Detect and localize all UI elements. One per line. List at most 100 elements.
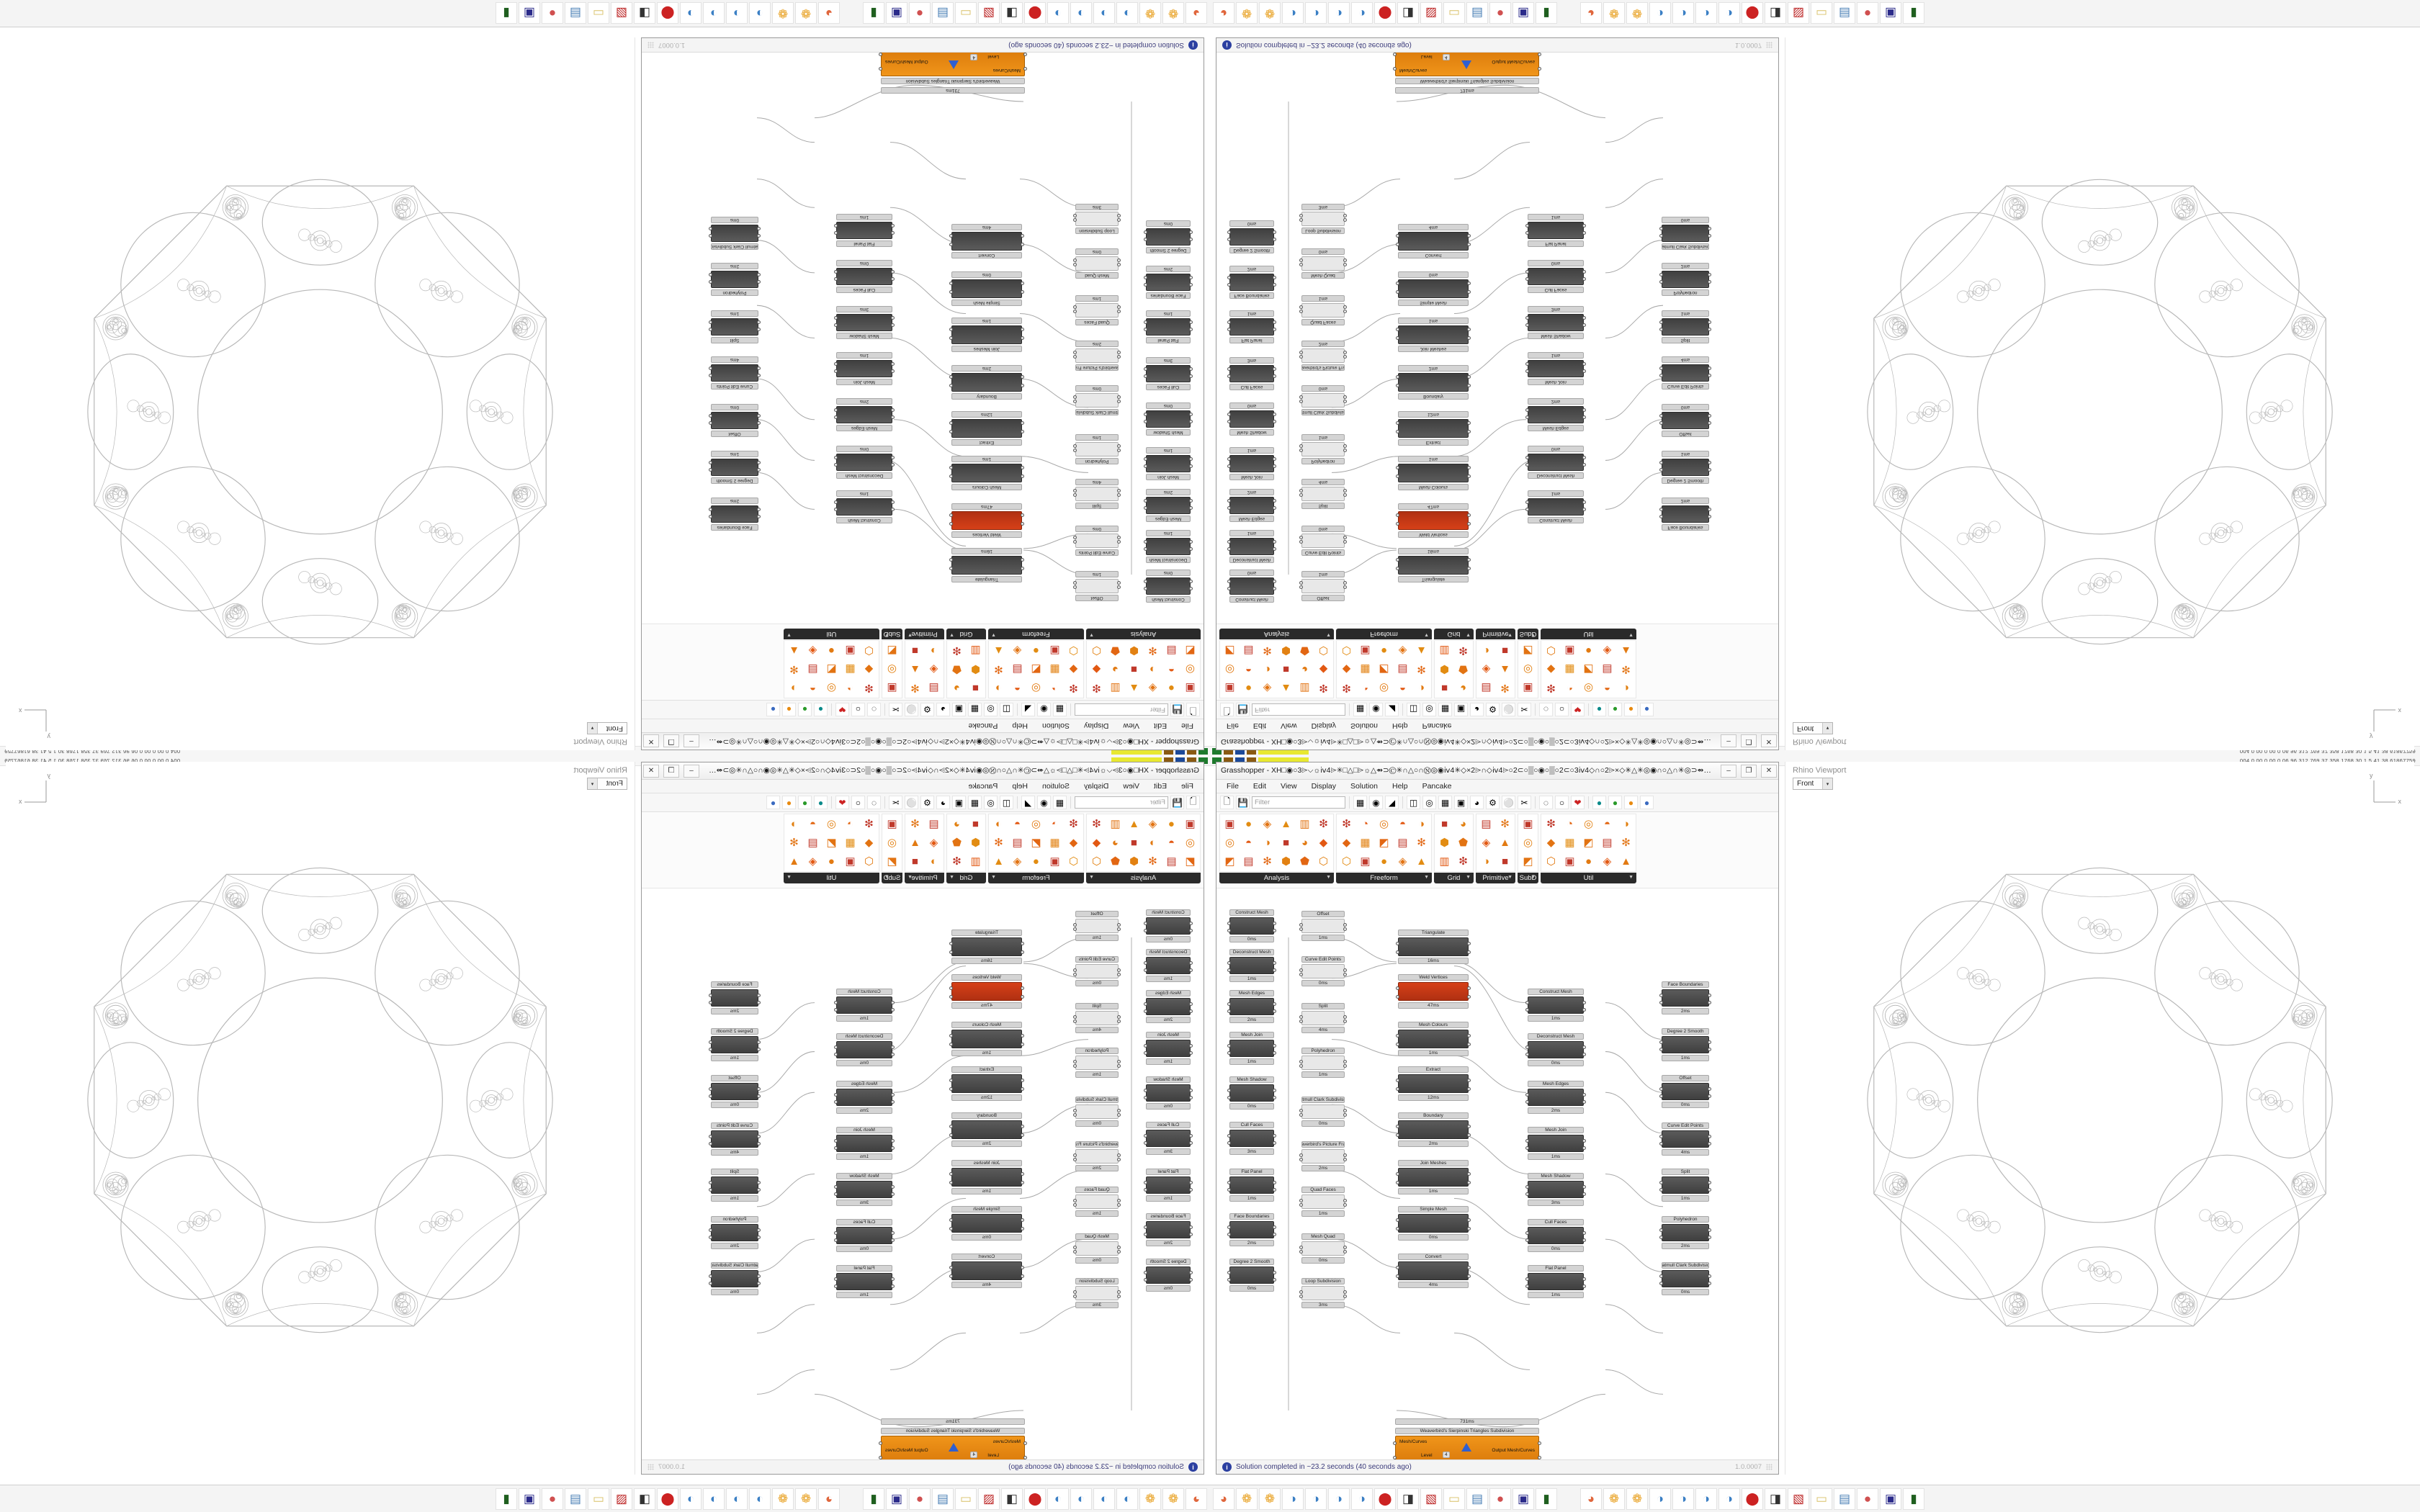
gh-component[interactable]: Flat Panel 1ms [1227, 1169, 1276, 1202]
gh-component[interactable]: Deconstruct Mesh 0ms [834, 446, 895, 479]
output-port[interactable] [834, 1001, 838, 1004]
component-icon[interactable]: ▦ [1046, 660, 1064, 678]
component-body[interactable] [1146, 455, 1191, 472]
scissors-icon[interactable]: ✂ [1518, 796, 1531, 809]
component-icon[interactable]: ◎ [1027, 815, 1045, 833]
taskbar-folder-icon[interactable]: ▭ [1443, 2, 1465, 24]
output-port[interactable] [1343, 351, 1347, 354]
profiler-icon[interactable]: ▣ [952, 703, 966, 716]
gh-component[interactable]: Cull Faces 0ms [834, 260, 895, 293]
output-port[interactable] [1343, 395, 1347, 399]
component-icon[interactable]: ◈ [1598, 852, 1616, 870]
taskbar-rhino-icon[interactable]: ❁ [1162, 1488, 1184, 1510]
cluster-icon[interactable]: ▦ [1438, 796, 1452, 809]
taskbar-palette-icon[interactable]: ◑ [1649, 1488, 1671, 1510]
window-titlebar[interactable]: Grasshopper - XH□◉○3⌲⌵☼ⅳ4⌲✳□△□⌲☼△⇴⊃Ⓒ✳∩△○… [1216, 732, 1778, 750]
input-port[interactable] [1299, 1015, 1303, 1019]
output-port[interactable] [1144, 929, 1147, 932]
output-port[interactable] [1582, 369, 1586, 373]
gh-component[interactable]: Boundary 2ms [1396, 365, 1471, 400]
component-icon[interactable]: ▣ [1046, 642, 1064, 660]
output-port[interactable] [1144, 1089, 1147, 1092]
component-icon[interactable]: ◓ [1008, 679, 1026, 697]
component-icon[interactable]: ▲ [1412, 642, 1430, 660]
input-port[interactable] [1189, 1096, 1193, 1099]
gh-component[interactable]: Mesh Shadow 0ms [1227, 402, 1276, 436]
taskbar-bw-image-icon[interactable]: ◨ [634, 2, 655, 24]
component-icon[interactable]: ◈ [1008, 852, 1026, 870]
component-icon[interactable]: ◔ [1356, 815, 1374, 833]
gh-component[interactable]: Loop Subdivision 3ms [1073, 204, 1121, 234]
component-icon[interactable]: ◈ [1477, 834, 1495, 852]
input-port[interactable] [1227, 238, 1231, 241]
component-icon[interactable]: ◩ [1221, 852, 1239, 870]
taskbar-red-app-icon[interactable]: ⬤ [1742, 1488, 1763, 1510]
input-port[interactable] [1189, 1278, 1193, 1282]
output-port[interactable] [1144, 328, 1147, 331]
gh-component[interactable]: Flat Panel 1ms [834, 214, 895, 247]
component-icon[interactable]: ❇ [860, 815, 878, 833]
viewport-pane[interactable]: Rhino Viewport Front ▾ x y [1785, 37, 2414, 750]
component-icon[interactable]: ▥ [967, 642, 985, 660]
component-icon[interactable]: ▥ [1296, 679, 1314, 697]
component-body[interactable] [1662, 505, 1709, 523]
gh-component[interactable]: Flat Panel 1ms [1525, 1265, 1586, 1298]
output-port[interactable] [1467, 942, 1471, 945]
output-port[interactable] [1708, 1181, 1711, 1184]
gh-component[interactable]: Face Boundaries 2ms [1659, 498, 1711, 531]
output-port[interactable] [1073, 1060, 1077, 1063]
output-port[interactable] [709, 280, 712, 284]
output-port[interactable] [834, 1185, 838, 1189]
shade-grey-icon[interactable]: ◌ [867, 703, 881, 716]
taskbar-palette-icon[interactable]: ◑ [1047, 2, 1069, 24]
component-icon[interactable]: ▲ [1496, 660, 1514, 678]
output-port[interactable] [1273, 230, 1276, 234]
component-icon[interactable]: ▤ [1394, 834, 1412, 852]
taskbar-palette-icon[interactable]: ◑ [680, 1488, 702, 1510]
input-port[interactable] [1227, 922, 1231, 925]
gh-component[interactable]: Split 4ms [1299, 479, 1347, 509]
input-port[interactable] [1189, 1009, 1193, 1013]
gh-component[interactable]: Loop Subdivision 3ms [1073, 1278, 1121, 1308]
input-port[interactable] [1021, 942, 1024, 945]
input-port[interactable] [1189, 1089, 1193, 1092]
component-body[interactable] [1662, 271, 1709, 288]
gh-component[interactable]: Mesh Shadow 3ms [1525, 1173, 1586, 1206]
output-port[interactable] [1343, 1203, 1347, 1207]
input-port[interactable] [757, 508, 761, 511]
input-port[interactable] [891, 415, 895, 419]
profiler-icon[interactable]: ▣ [952, 796, 966, 809]
output-port[interactable] [1467, 995, 1471, 999]
component-icon[interactable]: ◩ [1221, 642, 1239, 660]
output-port[interactable] [834, 224, 838, 228]
gh-component[interactable]: Cull Faces 0ms [1525, 260, 1586, 293]
taskbar-rhino-icon[interactable]: ❁ [1139, 1488, 1161, 1510]
input-port[interactable] [1189, 1044, 1193, 1048]
component-icon[interactable]: ■ [906, 852, 924, 870]
input-port[interactable] [1117, 1203, 1121, 1207]
output-port[interactable] [1343, 581, 1347, 585]
component-icon[interactable]: ◕ [948, 679, 966, 697]
output-port[interactable] [1467, 466, 1471, 469]
component-icon[interactable]: ◎ [1375, 679, 1393, 697]
input-port[interactable] [1396, 328, 1399, 331]
gh-component[interactable]: Face Boundaries 2ms [1227, 266, 1276, 299]
output-port[interactable] [709, 515, 712, 518]
ribbon-tab-grid[interactable]: Grid ▼ [946, 629, 986, 639]
component-icon[interactable]: ▲ [1617, 852, 1635, 870]
taskbar-folder-icon[interactable]: ▭ [1811, 2, 1832, 24]
input-port[interactable] [757, 366, 761, 370]
input-port[interactable] [891, 1192, 895, 1196]
input-port[interactable] [1396, 1125, 1399, 1128]
input-port[interactable] [1299, 489, 1303, 492]
close-button[interactable]: ✕ [1761, 764, 1777, 778]
input-port[interactable] [1659, 421, 1663, 425]
maximize-button[interactable]: ❐ [1741, 734, 1757, 748]
input-port[interactable] [1023, 1456, 1027, 1459]
wire-display-icon[interactable]: ◢ [1385, 703, 1399, 716]
gh-component[interactable]: Construct Mesh 0ms [1227, 570, 1276, 603]
taskbar-folder-icon[interactable]: ▭ [588, 1488, 609, 1510]
menu-help[interactable]: Help [1392, 782, 1408, 791]
gh-component[interactable]: Mesh Shadow 0ms [1144, 402, 1193, 436]
component-body[interactable] [1301, 348, 1345, 363]
